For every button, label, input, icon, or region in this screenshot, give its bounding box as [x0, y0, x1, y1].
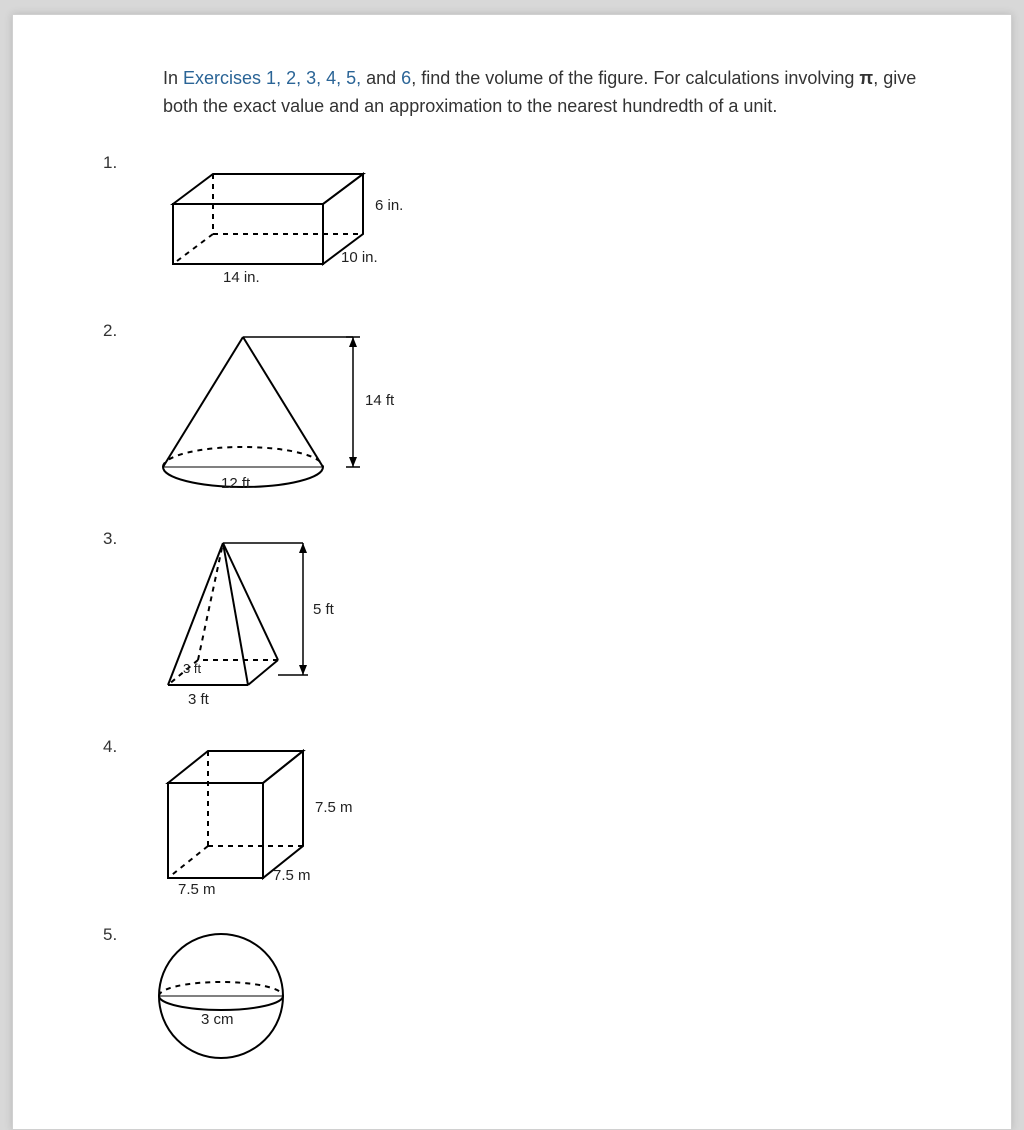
- exercise-5: 5. 3 cm: [103, 921, 921, 1071]
- exercise-number: 3.: [103, 525, 143, 549]
- label-b: 7.5 m: [273, 867, 311, 884]
- exercise-2: 2.: [103, 317, 921, 507]
- label-base-b: 3 ft: [188, 691, 209, 708]
- label-diameter: 3 cm: [201, 1011, 234, 1028]
- exercises-link-1[interactable]: Exercises 1: [183, 68, 276, 88]
- page: In Exercises 1, 2, 3, 4, 5, and 6, find …: [12, 14, 1012, 1130]
- exercise-1: 1. 6 in. 10 in. 14 in.: [103, 149, 921, 299]
- exercise-number: 4.: [103, 733, 143, 757]
- figure-sphere: 3 cm: [143, 921, 323, 1071]
- intro-prefix: In: [163, 68, 183, 88]
- exercise-number: 5.: [103, 921, 143, 945]
- label-a: 7.5 m: [178, 881, 216, 898]
- label-width: 10 in.: [341, 249, 378, 266]
- intro-and: and: [361, 68, 401, 88]
- exercise-3: 3.: [103, 525, 921, 715]
- label-diameter: 12 ft: [221, 475, 250, 492]
- label-height: 14 ft: [365, 392, 394, 409]
- exercise-4: 4. 7.5 m 7.5 m 7.5 m: [103, 733, 921, 903]
- figure-cone: 14 ft 12 ft: [143, 317, 403, 507]
- viewport: In Exercises 1, 2, 3, 4, 5, and 6, find …: [0, 0, 1024, 1081]
- exercise-number: 1.: [103, 149, 143, 173]
- figure-pyramid: 5 ft 3 ft 3 ft: [143, 525, 363, 715]
- figure-cube: 7.5 m 7.5 m 7.5 m: [143, 733, 393, 903]
- intro-tail: , find the volume of the figure. For cal…: [411, 68, 859, 88]
- exercise-number: 2.: [103, 317, 143, 341]
- label-height: 5 ft: [313, 601, 334, 618]
- label-c: 7.5 m: [315, 799, 353, 816]
- exercises-link-6[interactable]: 6: [401, 68, 411, 88]
- label-height: 6 in.: [375, 197, 403, 214]
- figure-rect-prism: 6 in. 10 in. 14 in.: [143, 149, 403, 299]
- pi-symbol: π: [859, 68, 873, 88]
- instructions: In Exercises 1, 2, 3, 4, 5, and 6, find …: [163, 65, 921, 121]
- label-base-a: 3 ft: [183, 661, 201, 676]
- label-length: 14 in.: [223, 269, 260, 286]
- exercises-link-rest[interactable]: , 2, 3, 4, 5,: [276, 68, 361, 88]
